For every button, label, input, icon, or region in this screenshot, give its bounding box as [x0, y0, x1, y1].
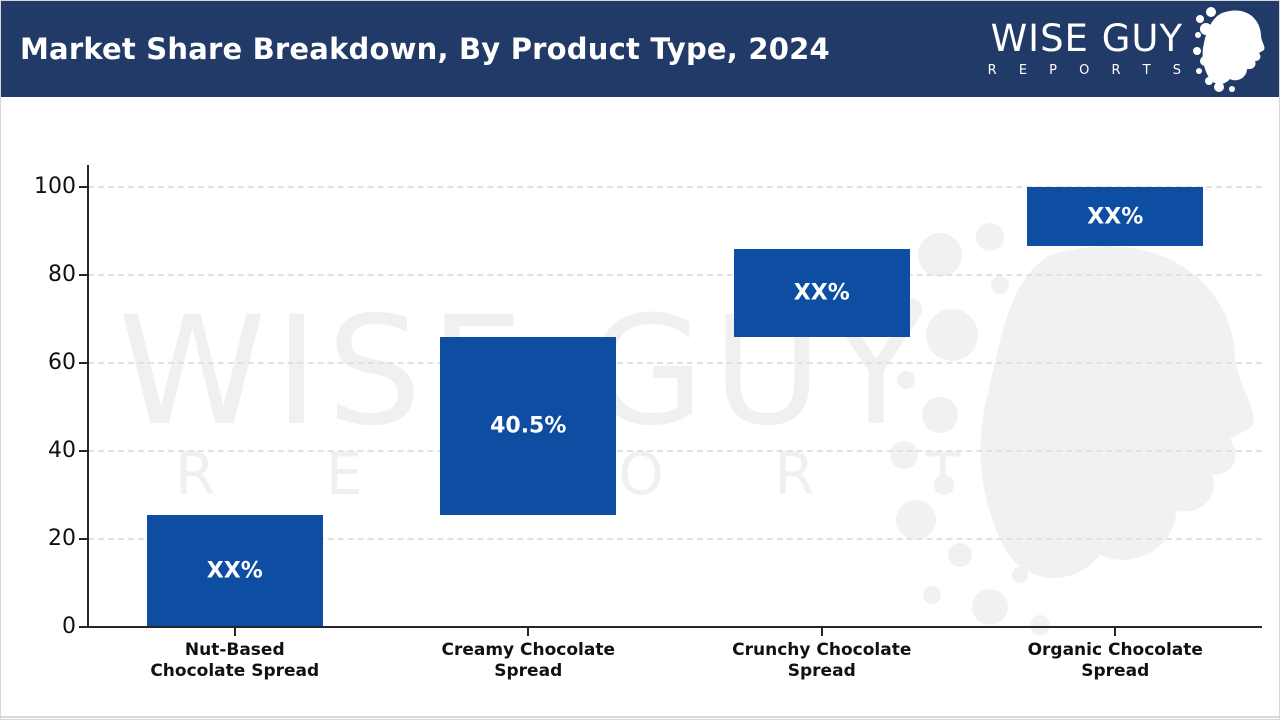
header-bar: Market Share Breakdown, By Product Type,… [0, 0, 1280, 97]
y-tick-mark [79, 274, 88, 276]
y-tick-label: 60 [48, 350, 76, 375]
x-tick-mark [820, 628, 823, 636]
gridline [88, 362, 1262, 364]
bar-value-label: XX% [1087, 204, 1144, 230]
bar [1027, 187, 1204, 247]
category-label: Organic Chocolate Spread [1027, 640, 1203, 681]
bar [733, 248, 910, 337]
bar-value-label: XX% [793, 280, 850, 306]
canvas-bottom-line [0, 716, 1280, 718]
y-tick-mark [79, 538, 88, 540]
bar [146, 514, 323, 627]
y-tick-mark [79, 450, 88, 452]
y-tick-label: 40 [48, 438, 76, 463]
bar [440, 336, 617, 515]
logo-face-icon [1193, 6, 1265, 92]
y-tick-label: 80 [48, 262, 76, 287]
logo-subtext: R E P O R T S [987, 62, 1190, 78]
chart-title: Market Share Breakdown, By Product Type,… [20, 31, 830, 66]
y-tick-mark [79, 362, 88, 364]
gridline [88, 186, 1262, 188]
y-tick-label: 20 [48, 526, 76, 551]
bar-value-label: XX% [206, 558, 263, 584]
logo-wordmark: WISE GUY [990, 16, 1184, 60]
watermark-face-dots [890, 223, 1254, 635]
category-label: Nut-Based Chocolate Spread [150, 640, 320, 681]
y-axis-line [87, 165, 89, 628]
x-axis-line [87, 626, 1262, 628]
gridline [88, 538, 1262, 540]
gridline [88, 450, 1262, 452]
y-tick-mark [79, 186, 88, 188]
logo-text: WISE GUY R E P O R T S [984, 20, 1190, 78]
x-tick-mark [233, 628, 236, 636]
y-tick-mark [79, 626, 88, 628]
y-tick-label: 0 [62, 614, 76, 639]
gridline [88, 274, 1262, 276]
y-tick-label: 100 [34, 174, 76, 199]
x-tick-mark [527, 628, 530, 636]
x-tick-mark [1114, 628, 1117, 636]
category-label: Creamy Chocolate Spread [441, 640, 616, 681]
bar-value-label: 40.5% [490, 413, 567, 439]
wiseguy-logo: WISE GUY R E P O R T S [984, 5, 1280, 93]
category-label: Crunchy Chocolate Spread [732, 640, 912, 681]
